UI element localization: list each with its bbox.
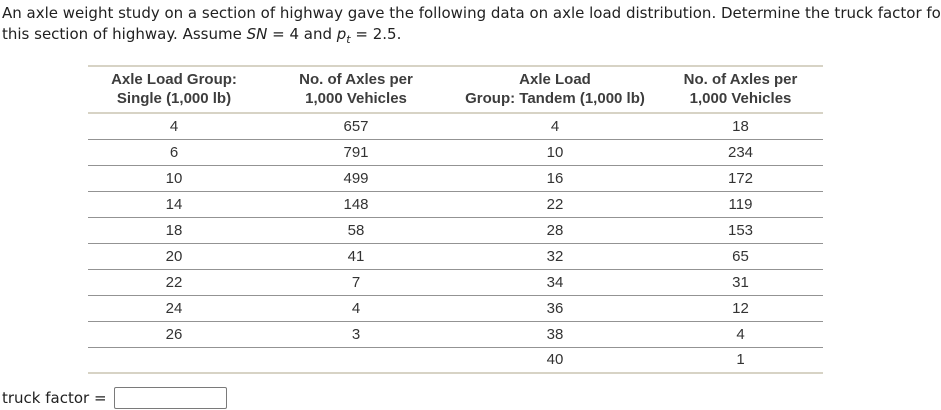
table-cell: 6	[88, 139, 260, 166]
problem-line-1: An axle weight study on a section of hig…	[2, 3, 941, 24]
header-row: Axle Load Group: Single (1,000 lb) No. o…	[88, 65, 823, 114]
table-cell: 7	[260, 269, 452, 296]
header-line: Axle Load	[519, 71, 591, 88]
table-row: 10 499 16 172	[88, 165, 823, 192]
table-cell: 791	[260, 139, 452, 166]
table-cell: 40	[452, 347, 658, 374]
table-cell: 119	[658, 191, 823, 218]
table-cell	[260, 347, 452, 374]
header-line: No. of Axles per	[683, 71, 798, 88]
header-line: No. of Axles per	[299, 71, 413, 88]
table-row: 6 791 10 234	[88, 139, 823, 166]
table-cell: 34	[452, 269, 658, 296]
problem-text: = 2.5.	[350, 25, 402, 43]
table-header: Axle Load Group: Single (1,000 lb) No. o…	[88, 65, 823, 114]
header-line: 1,000 Vehicles	[305, 90, 407, 107]
table-cell: 18	[658, 113, 823, 140]
table-cell: 24	[88, 295, 260, 322]
table-cell: 36	[452, 295, 658, 322]
answer-row: truck factor =	[2, 387, 941, 409]
table-row: 14 148 22 119	[88, 191, 823, 218]
header-line: Single (1,000 lb)	[116, 90, 232, 107]
problem-statement: An axle weight study on a section of hig…	[0, 0, 941, 50]
truck-factor-label: truck factor =	[2, 389, 107, 407]
header-line: Axle Load Group:	[111, 71, 237, 88]
table-row: 20 41 32 65	[88, 243, 823, 270]
problem-line-2: this section of highway. Assume SN = 4 a…	[2, 24, 941, 50]
table-cell: 4	[658, 321, 823, 348]
truck-factor-input[interactable]	[113, 387, 227, 409]
table-cell	[88, 347, 260, 374]
variable-p: p	[336, 25, 347, 43]
column-header-tandem-axle: Axle Load Group: Tandem (1,000 lb)	[452, 65, 658, 114]
table-row: 26 3 38 4	[88, 321, 823, 348]
variable-p-subscript: t	[346, 33, 351, 46]
table-cell: 22	[452, 191, 658, 218]
table-row: 4 657 4 18	[88, 113, 823, 140]
table-row: 22 7 34 31	[88, 269, 823, 296]
table-row: 18 58 28 153	[88, 217, 823, 244]
table-cell: 499	[260, 165, 452, 192]
problem-text: this section of highway. Assume	[2, 25, 247, 43]
table-row: 24 4 36 12	[88, 295, 823, 322]
problem-text: = 4 and	[267, 25, 337, 43]
table-cell: 153	[658, 217, 823, 244]
table-cell: 10	[88, 165, 260, 192]
table-cell: 4	[88, 113, 260, 140]
table-cell: 32	[452, 243, 658, 270]
table-cell: 16	[452, 165, 658, 192]
table-cell: 22	[88, 269, 260, 296]
table-cell: 148	[260, 191, 452, 218]
table-cell: 20	[88, 243, 260, 270]
column-header-axles-per-1000-tandem: No. of Axles per 1,000 Vehicles	[658, 65, 823, 114]
column-header-axles-per-1000-single: No. of Axles per 1,000 Vehicles	[260, 65, 452, 114]
header-line: Group: Tandem (1,000 lb)	[465, 90, 645, 107]
table-cell: 4	[260, 295, 452, 322]
table-cell: 4	[452, 113, 658, 140]
table-cell: 28	[452, 217, 658, 244]
table-cell: 38	[452, 321, 658, 348]
table-cell: 1	[658, 347, 823, 374]
problem-text: An axle weight study on a section of hig…	[2, 4, 941, 22]
table-cell: 41	[260, 243, 452, 270]
column-header-single-axle: Axle Load Group: Single (1,000 lb)	[88, 65, 260, 114]
table-cell: 58	[260, 217, 452, 244]
table-row: 40 1	[88, 347, 823, 374]
table-cell: 12	[658, 295, 823, 322]
table-cell: 3	[260, 321, 452, 348]
header-line: 1,000 Vehicles	[689, 90, 792, 107]
table-cell: 172	[658, 165, 823, 192]
table-body: 4 657 4 18 6 791 10 234 10 499 16 172 14 148 22 119 18 58…	[88, 113, 823, 374]
axle-load-table: Axle Load Group: Single (1,000 lb) No. o…	[88, 65, 823, 374]
table-cell: 18	[88, 217, 260, 244]
table-cell: 234	[658, 139, 823, 166]
table-cell: 26	[88, 321, 260, 348]
variable-sn: SN	[246, 25, 268, 43]
table-cell: 657	[260, 113, 452, 140]
table-cell: 31	[658, 269, 823, 296]
table-cell: 65	[658, 243, 823, 270]
table-cell: 14	[88, 191, 260, 218]
table-cell: 10	[452, 139, 658, 166]
